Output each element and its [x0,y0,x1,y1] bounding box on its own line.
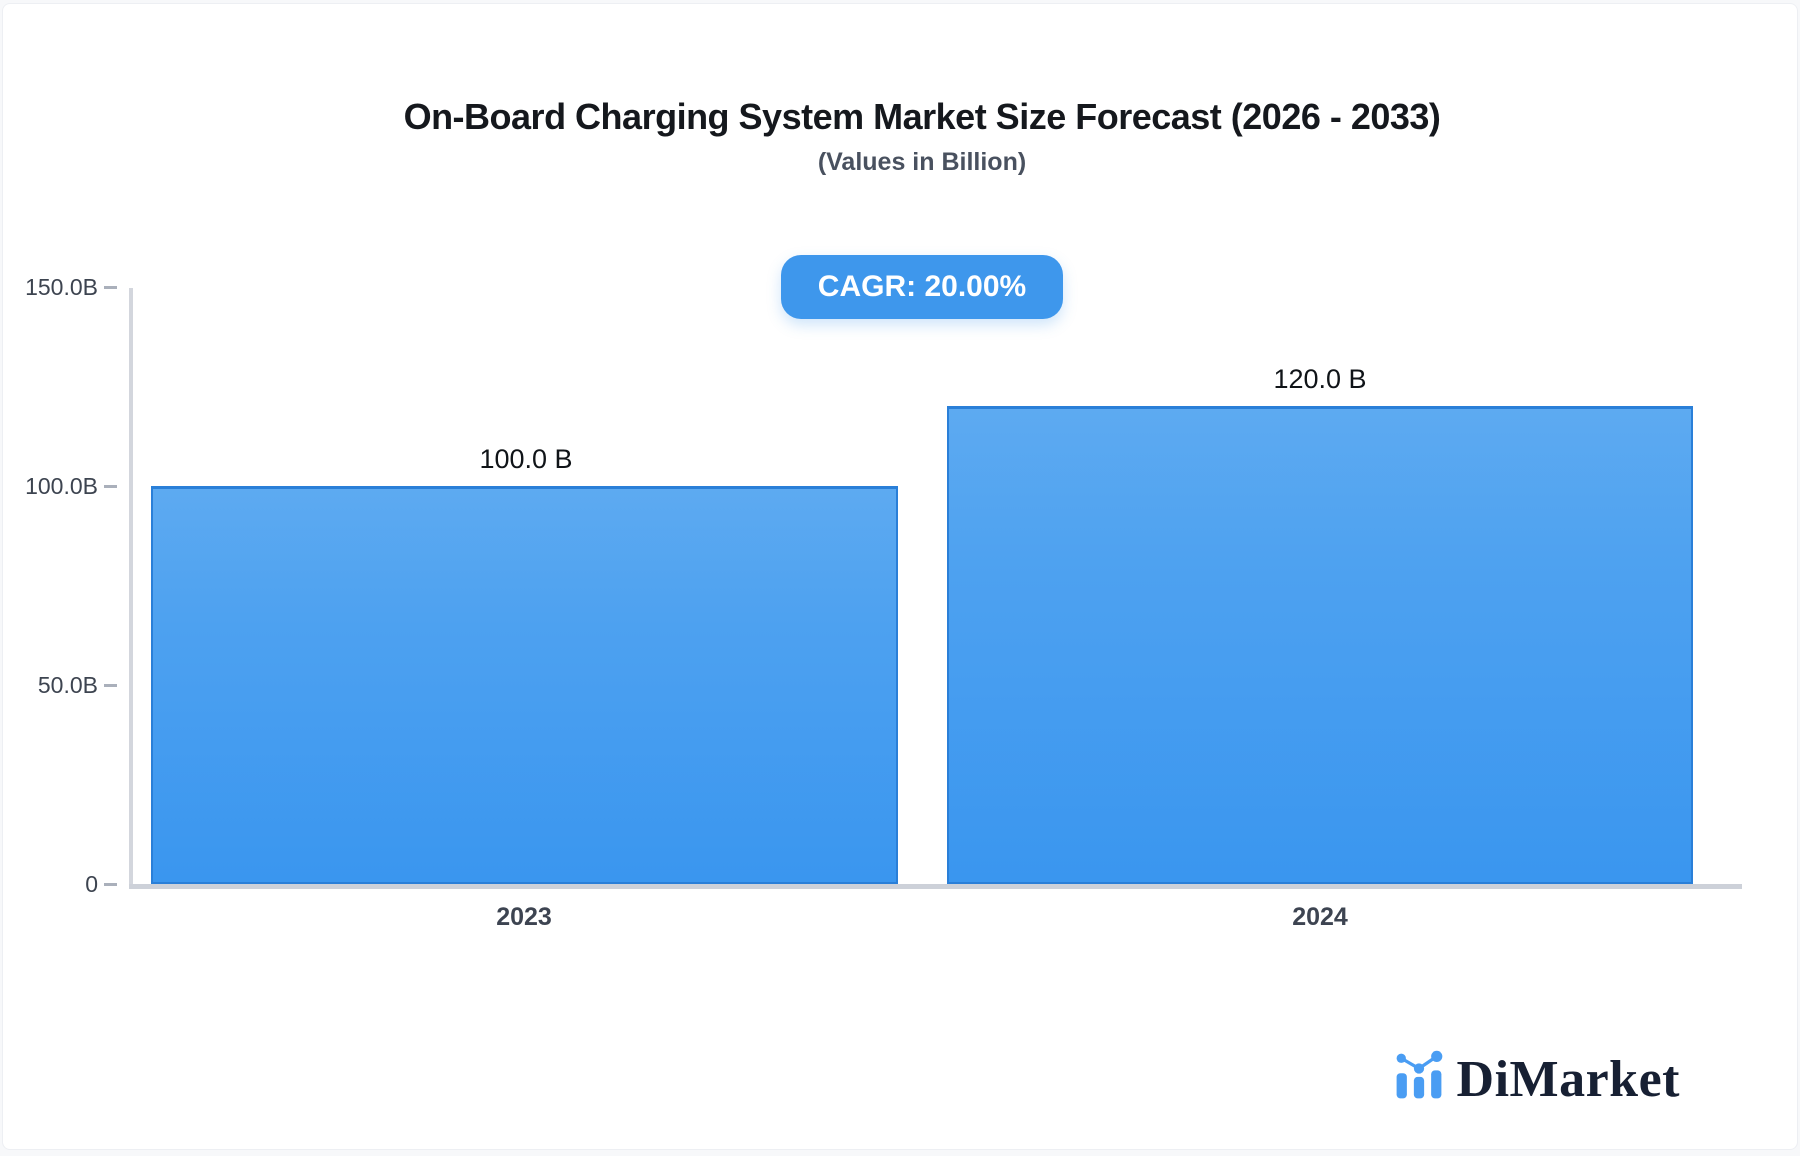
x-axis-line [129,884,1742,889]
y-axis-label-50: 50.0B [37,672,98,698]
bar-2024 [947,406,1693,884]
y-axis-label-100: 100.0B [25,473,98,499]
bar-value-label-2023: 100.0 B [479,444,573,474]
bar-value-label-2024: 120.0 B [1273,364,1367,394]
y-tick-0 [104,883,117,886]
bar-2023 [151,486,898,884]
bar-line-chart-icon [1396,1050,1442,1099]
y-axis-line [129,288,133,889]
chart-subtitle: (Values in Billion) [817,148,1027,176]
chart-title: On-Board Charging System Market Size For… [403,96,1441,137]
dimarket-logo: DiMarket [1391,1048,1680,1106]
dimarket-logo-text: DiMarket [1456,1051,1680,1108]
x-axis-label-2023: 2023 [496,903,552,931]
x-axis-label-2024: 2024 [1292,903,1348,931]
cagr-badge: CAGR: 20.00% [780,255,1064,319]
y-axis-label-150: 150.0B [25,274,98,300]
y-tick-150 [104,286,117,289]
cagr-badge-wrap: CAGR: 20.00% [22,255,1800,319]
y-tick-100 [104,485,117,488]
y-tick-50 [104,684,117,687]
y-axis-label-0: 0 [85,871,98,897]
